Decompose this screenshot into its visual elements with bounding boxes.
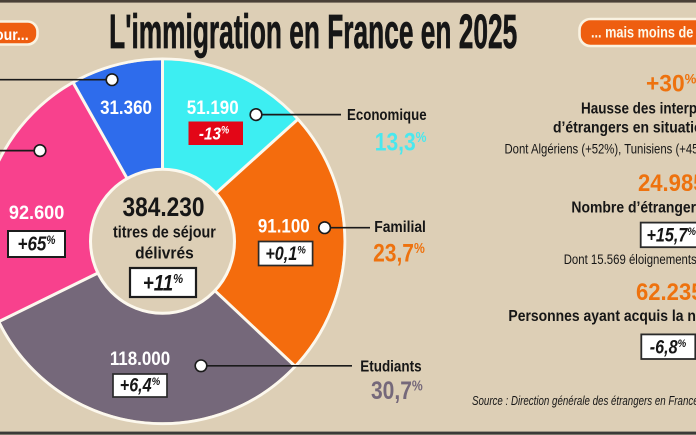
- svg-text:+65%: +65%: [18, 232, 56, 255]
- svg-text:62.235: 62.235: [636, 278, 696, 305]
- svg-text:titres de séjour: titres de séjour: [113, 224, 216, 242]
- svg-text:118.000: 118.000: [110, 347, 170, 369]
- svg-text:24.985: 24.985: [638, 169, 696, 196]
- svg-text:91.100: 91.100: [258, 215, 310, 237]
- svg-text:+0,1%: +0,1%: [265, 243, 306, 265]
- svg-text:31.360: 31.360: [100, 96, 152, 118]
- svg-text:51.190: 51.190: [187, 96, 239, 118]
- svg-text:+15,7%: +15,7%: [647, 224, 696, 246]
- svg-text:Hausse des interpellations: Hausse des interpellations: [581, 101, 696, 118]
- svg-text:our...: our...: [0, 26, 29, 44]
- svg-text:Etudiants: Etudiants: [360, 359, 421, 376]
- svg-text:+6,4%: +6,4%: [120, 374, 161, 396]
- svg-text:Economique: Economique: [347, 107, 427, 124]
- svg-text:Nombre d’étrangers éloignés: Nombre d’étrangers éloignés: [571, 200, 696, 217]
- svg-text:Personnes ayant acquis la nati: Personnes ayant acquis la nationalité: [508, 308, 696, 325]
- svg-text:Source : Direction générale de: Source : Direction générale des étranger…: [472, 395, 696, 408]
- svg-text:délivrés: délivrés: [135, 245, 194, 263]
- svg-text:d’étrangers en situation irrég: d’étrangers en situation irrégulière: [553, 120, 696, 137]
- svg-text:L'immigration en France en 202: L'immigration en France en 2025: [109, 6, 517, 59]
- svg-text:... mais moins de: ... mais moins de: [591, 24, 693, 41]
- svg-text:Dont Algériens (+52%), Tunisi: Dont Algériens (+52%), Tunisiens (+45%): [505, 142, 696, 157]
- svg-text:-6,8%: -6,8%: [650, 336, 687, 358]
- svg-text:Familial: Familial: [374, 218, 426, 236]
- svg-text:92.600: 92.600: [9, 201, 64, 223]
- svg-text:384.230: 384.230: [122, 192, 204, 222]
- svg-text:Dont 15.569 éloignements forcé: Dont 15.569 éloignements forcés: [564, 252, 696, 267]
